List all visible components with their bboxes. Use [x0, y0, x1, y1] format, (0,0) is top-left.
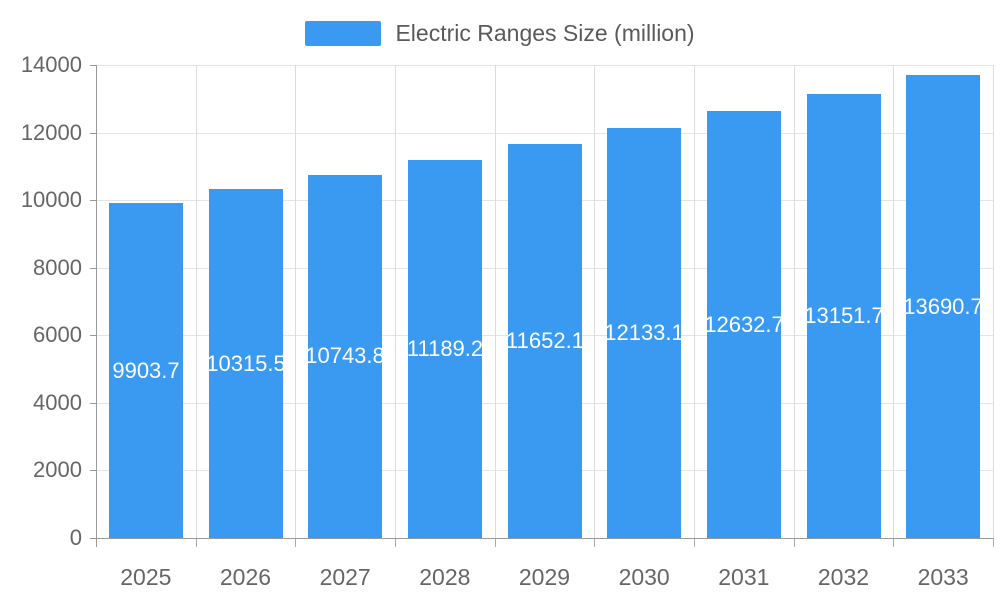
gridline-vertical — [395, 65, 396, 538]
bar-value-label: 13690.7 — [906, 293, 980, 319]
gridline-vertical — [295, 65, 297, 538]
gridline-horizontal — [96, 65, 993, 66]
gridline-horizontal — [96, 132, 993, 134]
bar[interactable]: 12133.1 — [607, 128, 681, 538]
bar-value-label: 11189.2 — [408, 335, 482, 361]
legend-label: Electric Ranges Size (million) — [395, 19, 695, 46]
y-axis-line — [96, 65, 97, 547]
x-axis-tick — [395, 538, 396, 547]
y-axis-label: 0 — [69, 525, 82, 550]
bar[interactable]: 10315.5 — [209, 189, 283, 538]
bar[interactable]: 13151.7 — [807, 93, 881, 538]
x-axis-tick — [993, 538, 994, 547]
y-axis-label: 6000 — [33, 322, 82, 348]
y-axis-label: 4000 — [33, 389, 82, 415]
bar-value-label: 11652.1 — [508, 328, 582, 354]
x-axis-label: 2033 — [917, 564, 969, 590]
y-axis-label: 10000 — [20, 187, 82, 213]
x-axis-label: 2032 — [817, 564, 870, 590]
gridline-vertical — [195, 65, 197, 538]
bar[interactable]: 11652.1 — [508, 144, 582, 538]
bar-value-label: 12133.1 — [607, 320, 681, 346]
gridline-vertical — [993, 65, 994, 538]
x-axis-tick — [694, 538, 695, 547]
x-axis-tick — [195, 538, 197, 547]
x-axis-label: 2030 — [618, 564, 670, 590]
gridline-vertical — [694, 65, 695, 538]
legend-swatch-icon — [305, 20, 382, 46]
x-axis-tick — [494, 538, 496, 547]
y-axis-tick — [90, 402, 96, 404]
x-axis-label: 2031 — [718, 564, 770, 590]
y-axis-label: 14000 — [20, 52, 82, 77]
x-axis-tick — [893, 538, 895, 547]
y-axis-tick — [90, 538, 96, 539]
bar-value-label: 10315.5 — [209, 350, 283, 376]
x-axis-label: 2027 — [319, 564, 371, 590]
x-axis-tick — [793, 538, 795, 547]
bar[interactable]: 12632.7 — [707, 111, 781, 538]
x-axis-label: 2028 — [419, 564, 471, 590]
x-axis-label: 2029 — [518, 564, 571, 590]
y-axis-tick — [90, 132, 96, 134]
x-axis-tick — [295, 538, 297, 547]
y-axis-label: 8000 — [33, 254, 82, 280]
y-axis-label: 12000 — [20, 119, 82, 145]
bar-value-label: 13151.7 — [807, 302, 881, 328]
bar-value-label: 9903.7 — [112, 357, 180, 383]
y-axis-label: 2000 — [33, 457, 82, 483]
bar[interactable]: 13690.7 — [906, 75, 980, 538]
y-axis-tick — [90, 65, 96, 66]
gridline-vertical — [494, 65, 496, 538]
bar[interactable]: 9903.7 — [109, 203, 183, 538]
bar-value-label: 12632.7 — [707, 311, 781, 337]
bar[interactable]: 10743.8 — [308, 175, 382, 538]
y-axis-tick — [90, 200, 96, 202]
x-axis-tick — [594, 538, 596, 547]
y-axis-tick — [90, 335, 96, 337]
x-axis-label: 2026 — [219, 564, 272, 590]
gridline-vertical — [594, 65, 596, 538]
y-axis-tick — [90, 267, 96, 269]
x-axis-line — [96, 538, 993, 539]
legend-item[interactable]: Electric Ranges Size (million) — [0, 18, 1000, 48]
bar[interactable]: 11189.2 — [408, 159, 482, 538]
y-axis-tick — [90, 470, 96, 472]
gridline-vertical — [893, 65, 895, 538]
x-axis-label: 2025 — [120, 564, 172, 590]
bar-value-label: 10743.8 — [308, 343, 382, 369]
gridline-vertical — [793, 65, 795, 538]
